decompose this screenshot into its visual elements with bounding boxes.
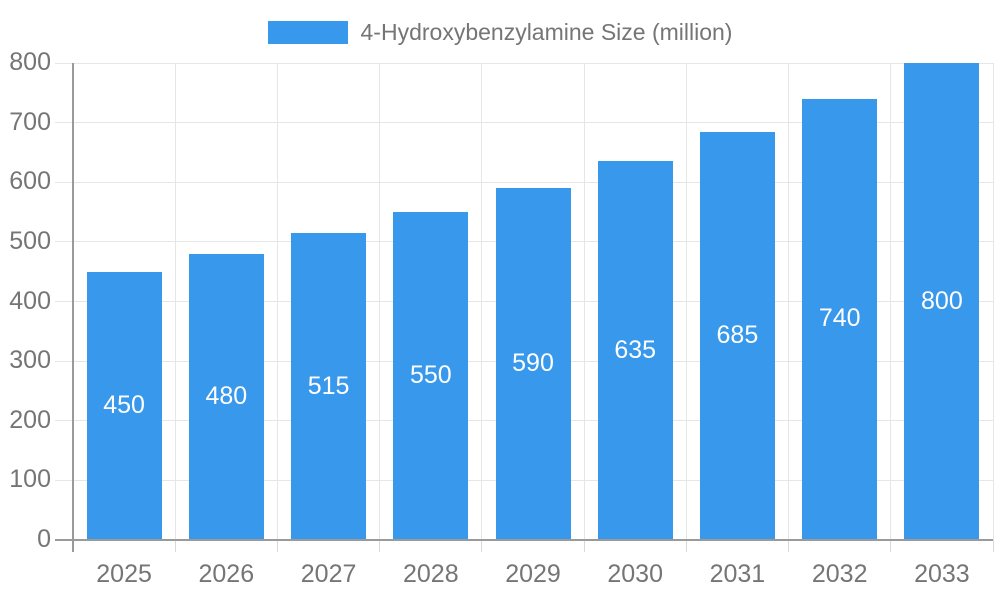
bar-2027[interactable] (291, 232, 367, 540)
x-axis-label: 2030 (607, 560, 663, 588)
bar-value-label: 800 (921, 286, 963, 315)
v-gridline (890, 63, 892, 540)
y-axis-label: 800 (9, 48, 51, 76)
h-gridline (55, 62, 993, 64)
v-gridline (685, 63, 687, 540)
y-axis-label: 100 (9, 465, 51, 494)
y-axis-label: 500 (9, 226, 51, 255)
legend-item[interactable]: 4-Hydroxybenzylamine Size (million) (0, 17, 1000, 47)
bar-value-label: 450 (103, 390, 145, 419)
x-axis-tick (174, 540, 176, 552)
v-gridline (583, 63, 585, 540)
bar-value-label: 740 (818, 304, 861, 333)
x-axis-tick (890, 540, 892, 552)
v-gridline (992, 63, 994, 540)
bar-value-label: 635 (614, 335, 657, 364)
bar-2033[interactable] (904, 63, 980, 540)
y-axis-label: 200 (9, 405, 51, 434)
y-axis-label: 700 (9, 107, 51, 136)
bar-value-label: 480 (205, 381, 248, 410)
x-axis-label: 2032 (811, 560, 868, 588)
h-gridline (55, 181, 993, 183)
bar-2032[interactable] (802, 98, 878, 540)
x-axis-tick (992, 540, 994, 552)
bar-2029[interactable] (495, 188, 571, 540)
v-gridline (788, 63, 790, 540)
x-axis-label: 2027 (300, 560, 357, 588)
y-axis-line (72, 63, 74, 552)
legend-label: 4-Hydroxybenzylamine Size (million) (360, 18, 733, 45)
x-axis-label: 2026 (198, 560, 255, 588)
x-axis-label: 2031 (709, 560, 766, 588)
bar-2026[interactable] (188, 253, 264, 540)
x-axis-label: 2025 (96, 560, 152, 588)
x-axis-line (55, 539, 993, 541)
y-axis-label: 300 (9, 346, 51, 375)
v-gridline (174, 63, 176, 540)
x-axis-label: 2029 (505, 560, 561, 588)
x-axis-tick (481, 540, 483, 552)
bar-2028[interactable] (393, 212, 469, 540)
bar-2031[interactable] (699, 131, 775, 540)
x-axis-tick (583, 540, 585, 552)
x-axis-tick (788, 540, 790, 552)
v-gridline (276, 63, 278, 540)
bar-2025[interactable] (86, 271, 162, 540)
v-gridline (379, 63, 381, 540)
x-axis-tick (276, 540, 278, 552)
x-axis-label: 2028 (402, 560, 459, 588)
x-axis-label: 2033 (914, 560, 970, 588)
y-axis-label: 0 (37, 525, 51, 553)
bar-value-label: 515 (307, 371, 350, 400)
x-axis-tick (379, 540, 381, 552)
x-axis-tick (685, 540, 687, 552)
legend-swatch (267, 20, 348, 44)
v-gridline (481, 63, 483, 540)
bar-value-label: 685 (716, 320, 759, 349)
y-axis-label: 400 (9, 286, 51, 315)
bar-value-label: 550 (409, 361, 452, 389)
y-axis-label: 600 (9, 167, 51, 196)
h-gridline (55, 122, 993, 124)
bar-value-label: 590 (512, 349, 554, 378)
bar-2030[interactable] (597, 161, 673, 540)
